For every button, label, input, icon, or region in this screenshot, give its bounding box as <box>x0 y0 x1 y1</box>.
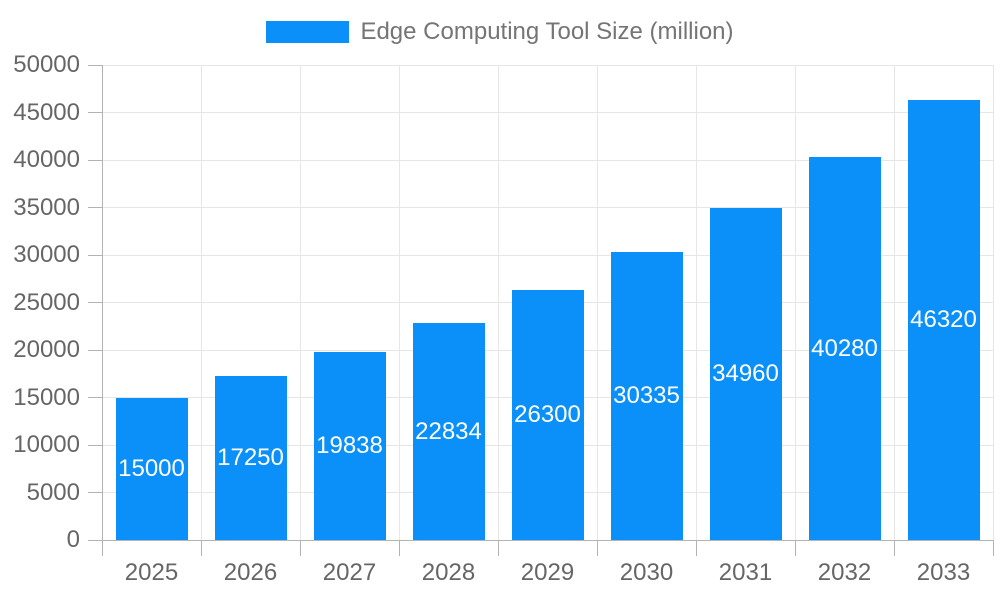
y-axis-line <box>101 65 103 556</box>
y-axis-tick <box>88 64 102 66</box>
y-axis-label: 35000 <box>13 193 80 221</box>
bar-value-label: 17250 <box>217 444 284 472</box>
bar[interactable] <box>412 323 485 540</box>
y-axis-label: 0 <box>66 526 80 553</box>
y-axis-label: 10000 <box>13 431 80 458</box>
x-axis-tick <box>497 540 499 556</box>
y-axis-tick <box>88 112 102 113</box>
y-axis-label: 25000 <box>13 288 80 316</box>
bar[interactable] <box>808 157 881 540</box>
legend[interactable]: Edge Computing Tool Size (million) <box>0 18 1000 46</box>
bar-value-label: 40280 <box>811 334 878 362</box>
x-gridline <box>992 65 994 540</box>
y-axis-label: 50000 <box>13 51 80 78</box>
x-gridline <box>893 65 895 540</box>
y-axis-label: 45000 <box>13 98 80 126</box>
y-axis-tick <box>88 492 102 493</box>
legend-swatch <box>266 21 350 43</box>
y-gridline <box>102 112 993 113</box>
x-gridline <box>299 65 301 540</box>
x-gridline <box>497 65 499 540</box>
bar-value-label: 26300 <box>514 401 581 429</box>
y-gridline <box>102 254 993 256</box>
y-axis-label: 30000 <box>13 241 80 268</box>
x-axis-label: 2027 <box>322 559 377 586</box>
bar[interactable] <box>115 397 188 540</box>
y-axis-tick <box>88 302 102 303</box>
bar-value-label: 34960 <box>712 359 779 387</box>
x-axis-tick <box>596 540 598 556</box>
legend-label: Edge Computing Tool Size (million) <box>360 18 734 45</box>
x-axis-tick <box>794 540 796 556</box>
y-axis-tick <box>88 254 102 256</box>
bar[interactable] <box>313 351 386 540</box>
x-axis-label: 2030 <box>619 559 674 586</box>
x-axis-tick <box>992 540 994 556</box>
y-axis-tick <box>88 444 102 446</box>
y-gridline <box>102 207 993 208</box>
bar[interactable] <box>709 207 782 540</box>
bar[interactable] <box>511 290 584 540</box>
x-gridline <box>695 65 697 540</box>
x-axis-label: 2029 <box>520 559 575 586</box>
x-gridline <box>794 65 796 540</box>
y-axis-label: 20000 <box>13 336 80 363</box>
bar-value-label: 46320 <box>910 305 977 333</box>
y-gridline <box>102 159 993 161</box>
bar-value-label: 22834 <box>415 417 482 445</box>
x-axis-tick <box>398 540 400 556</box>
x-axis-tick <box>200 540 202 556</box>
y-axis-tick <box>88 397 102 398</box>
x-axis-label: 2032 <box>817 559 872 586</box>
x-axis-tick <box>299 540 301 556</box>
y-axis-label: 5000 <box>26 478 80 506</box>
y-axis-tick <box>88 207 102 208</box>
bar-value-label: 30335 <box>613 381 680 409</box>
x-axis-label: 2031 <box>718 559 773 586</box>
x-gridline <box>596 65 598 540</box>
y-axis-tick <box>88 159 102 161</box>
x-axis-label: 2028 <box>421 559 476 586</box>
x-axis-tick <box>695 540 697 556</box>
x-axis-line <box>88 539 993 541</box>
x-axis-tick <box>893 540 895 556</box>
x-gridline <box>398 65 400 540</box>
x-axis-label: 2026 <box>223 559 278 586</box>
y-axis-tick <box>88 349 102 351</box>
bar[interactable] <box>907 99 980 540</box>
bar[interactable] <box>214 376 287 540</box>
y-gridline <box>102 64 993 66</box>
bar-value-label: 15000 <box>118 454 185 482</box>
x-gridline <box>200 65 202 540</box>
y-axis-label: 40000 <box>13 146 80 173</box>
x-axis-label: 2033 <box>916 559 971 586</box>
y-axis-label: 15000 <box>13 383 80 411</box>
bar-value-label: 19838 <box>316 431 383 459</box>
bar[interactable] <box>610 251 683 540</box>
x-axis-label: 2025 <box>124 559 179 586</box>
